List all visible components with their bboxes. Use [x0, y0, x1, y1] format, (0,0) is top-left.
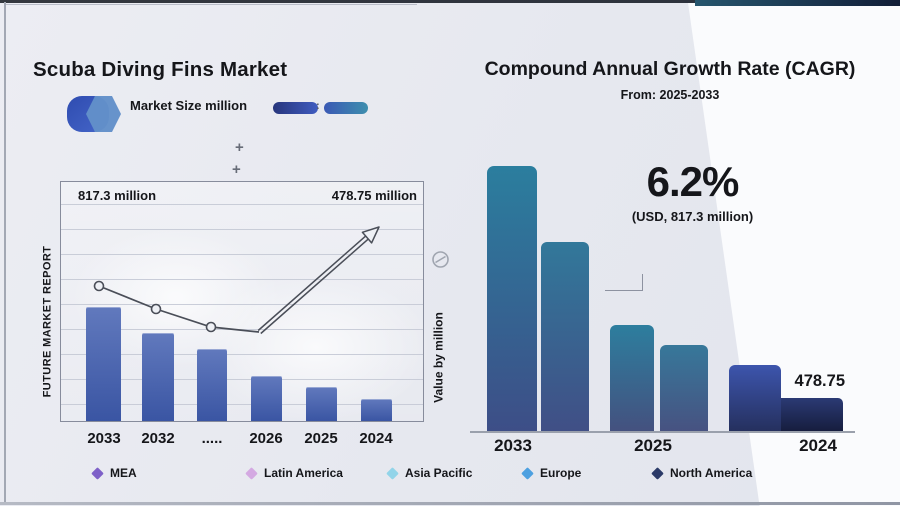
right-x-label: 2033: [494, 436, 532, 455]
legend-label: Asia Pacific: [405, 466, 473, 480]
legend-diamond-icon: [651, 466, 664, 480]
pill-separator: :: [316, 100, 320, 112]
legend-item-north-america: North America: [651, 466, 753, 480]
frame-inner-hairline: [5, 4, 417, 5]
frame-top-right-accent: [695, 0, 900, 6]
legend-item-latin-america: Latin America: [245, 466, 343, 480]
left-x-label: 2032: [141, 430, 175, 447]
market-size-cylinder-icon: [67, 96, 121, 132]
legend-item-mea: MEA: [91, 466, 137, 480]
bar-value-label-2024: 478.75: [794, 372, 845, 390]
legend-diamond-icon: [386, 466, 399, 480]
left-bar-2024: [361, 399, 392, 421]
left-x-label: .....: [201, 430, 223, 447]
page-title: Scuba Diving Fins Market: [33, 58, 288, 81]
right-bar-2024-b: [781, 398, 843, 431]
right-x-label: 2024: [799, 436, 837, 455]
cagr-highlight: 6.2% (USD, 817.3 million): [585, 158, 800, 224]
right-bar-2033-b: [541, 242, 589, 431]
legend-item-asia-pacific: Asia Pacific: [386, 466, 473, 480]
left-bar-2032: [142, 333, 174, 421]
left-x-label: 2033: [87, 430, 121, 447]
left-x-label: 2025: [304, 430, 338, 447]
cagr-value: 6.2%: [646, 158, 740, 205]
frame-top-border: [0, 0, 900, 3]
legend-item-europe: Europe: [521, 466, 582, 480]
right-bar-2025-b: [660, 345, 708, 431]
circle-slash-icon: [432, 251, 449, 268]
left-x-label: 2024: [359, 430, 393, 447]
left-bar-2033: [86, 307, 121, 421]
plus-mark-1: +: [235, 139, 244, 156]
annotation-peak-value: 817.3 million: [78, 188, 157, 203]
step-bracket-decoration: [605, 274, 643, 291]
left-bar-.....: [197, 349, 227, 421]
right-chart-axis-line: [470, 431, 855, 433]
value-by-million-axis-label: Value by million: [431, 312, 446, 403]
frame-bottom-border: [0, 502, 900, 505]
right-bar-2025-a: [610, 325, 654, 431]
cagr-note: (USD, 817.3 million): [631, 209, 754, 224]
legend-label: North America: [670, 466, 753, 480]
legend-diamond-icon: [245, 466, 258, 480]
future-market-report-watermark: FUTURE MARKET REPORT: [41, 245, 54, 398]
left-x-label: 2026: [249, 430, 283, 447]
gradient-pill-right: [324, 102, 368, 114]
legend-diamond-icon: [521, 466, 534, 480]
trend-line-arrow: [93, 226, 380, 335]
legend-label: Latin America: [264, 466, 343, 480]
right-panel-header: Compound Annual Growth Rate (CAGR) From:…: [445, 58, 895, 102]
cagr-title: Compound Annual Growth Rate (CAGR): [484, 58, 856, 80]
left-bar-2026: [251, 376, 282, 421]
left-chart-x-axis-labels: 2033 2032..... 2026 2025 2024: [60, 430, 424, 450]
annotation-base-value: 478.75 million: [331, 188, 417, 203]
left-bar-2025: [306, 387, 337, 421]
legend-label: MEA: [110, 466, 137, 480]
gradient-pill-left: [273, 102, 318, 114]
plus-mark-2: +: [232, 161, 241, 178]
right-bar-2033-a: [487, 166, 537, 431]
left-chart-plot-area: 817.3 million 478.75 million: [61, 182, 431, 422]
market-size-label: Market Size million: [130, 98, 248, 113]
frame-left-border: [4, 2, 6, 504]
cagr-subtitle: From: 2025-2033: [620, 88, 720, 102]
legend-label: Europe: [540, 466, 582, 480]
right-bar-2024-a: [729, 365, 781, 431]
legend-diamond-icon: [91, 466, 104, 480]
right-x-label: 2025: [634, 436, 672, 455]
